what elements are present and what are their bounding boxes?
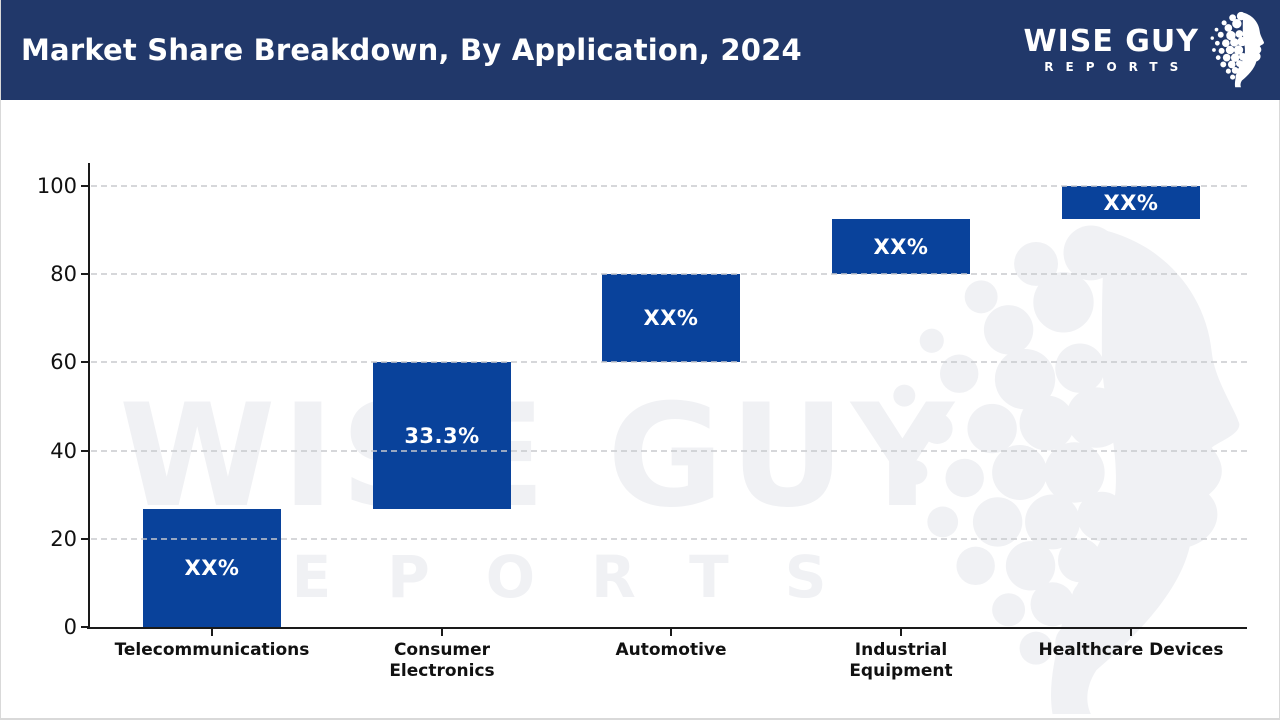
y-tick-label: 100 (36, 174, 77, 198)
waterfall-bar: XX% (602, 274, 740, 363)
gridline (91, 537, 1247, 540)
gridline (91, 361, 1247, 364)
y-tick-mark (81, 449, 89, 452)
bar-value-label: XX% (643, 306, 699, 331)
category-label: Healthcare Devices (1011, 640, 1251, 661)
bar-value-label: XX% (1103, 190, 1159, 215)
wise-guy-logo: WISE GUY REPORTS (1023, 11, 1280, 89)
category-label: Automotive (551, 640, 791, 661)
category-label-line: Electronics (389, 660, 495, 681)
bar-value-label: XX% (873, 234, 929, 259)
chart-title: Market Share Breakdown, By Application, … (21, 33, 802, 67)
logo-subtitle: REPORTS (1044, 59, 1191, 74)
category-label-line: Equipment (849, 660, 953, 681)
gridline (91, 273, 1247, 276)
category-label-line: Automotive (615, 640, 727, 660)
y-tick-mark (81, 537, 89, 540)
category-label-line: Industrial (854, 640, 948, 660)
waterfall-bar: 33.3% (373, 362, 511, 510)
x-tick-mark (441, 629, 443, 636)
waterfall-bar: XX% (1062, 186, 1200, 220)
x-tick-mark (670, 629, 672, 636)
category-label-line: Healthcare Devices (1038, 640, 1224, 660)
y-tick-mark (81, 273, 89, 276)
y-tick-mark (81, 626, 89, 628)
x-tick-mark (900, 629, 902, 636)
waterfall-bar: XX% (143, 509, 281, 627)
category-label: Industrial Equipment (781, 640, 1021, 681)
logo-face-icon (1210, 11, 1265, 88)
y-axis-line (88, 163, 90, 629)
logo-wordmark: WISE GUY (1023, 24, 1199, 60)
x-axis-line (87, 627, 1247, 629)
y-tick-label: 0 (63, 615, 77, 639)
x-tick-mark (211, 629, 213, 636)
y-tick-mark (81, 361, 89, 364)
category-label-line: Consumer (393, 640, 491, 660)
y-tick-mark (81, 185, 89, 187)
bar-value-label: 33.3% (404, 423, 480, 448)
gridline (91, 185, 1247, 187)
gridline (91, 449, 1247, 452)
watermark-wordmark: WISE GUY (119, 374, 960, 539)
y-tick-label: 80 (50, 262, 77, 287)
category-label: Telecommunications (92, 640, 332, 661)
watermark-subtitle: REPORTS (191, 543, 883, 611)
header-bar: Market Share Breakdown, By Application, … (1, 0, 1280, 100)
x-tick-mark (1130, 629, 1132, 636)
y-tick-label: 40 (50, 438, 77, 463)
logo-text: WISE GUY REPORTS (1023, 26, 1199, 74)
y-tick-label: 20 (50, 526, 77, 551)
category-label-line: Telecommunications (114, 640, 310, 660)
y-tick-label: 60 (50, 350, 77, 375)
category-label: Consumer Electronics (322, 640, 562, 681)
bar-value-label: XX% (184, 556, 240, 581)
waterfall-bar: XX% (832, 219, 970, 275)
chart-area: WISE GUY REPORTS 0 20 40 60 80 100 XX% 33.3% XX%… (1, 100, 1280, 718)
